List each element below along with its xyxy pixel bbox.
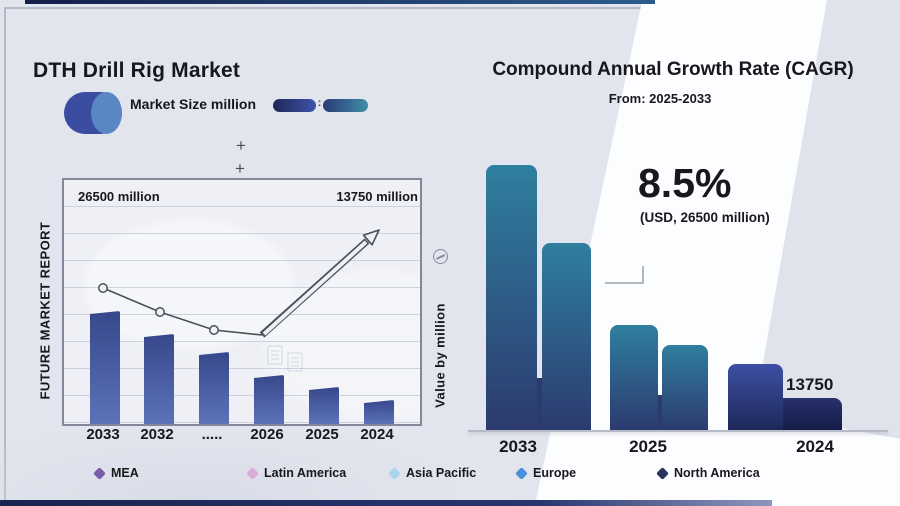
value-2033-label: 26500 million [78, 189, 160, 204]
market-size-chart: 26500 million 13750 million [62, 178, 422, 426]
cagr-bar-2033-primary [486, 165, 537, 431]
diamond-icon [93, 466, 106, 480]
x-label-2026: 2026 [250, 426, 284, 443]
ratio-colon: : [317, 98, 322, 109]
left-bar-2026 [254, 375, 284, 424]
x-label-2033: 2033 [86, 426, 120, 443]
legend-label: Europe [533, 466, 577, 480]
cagr-bar-bridge-2025 [658, 395, 662, 431]
diamond-icon [388, 466, 401, 480]
cagr-title: Compound Annual Growth Rate (CAGR) [492, 59, 854, 80]
cagr-x-label-2033: 2033 [499, 437, 537, 456]
x-label-2032: 2032 [140, 426, 174, 443]
minus-circle-icon [433, 249, 448, 264]
x-label-dots: ..... [201, 426, 223, 443]
legend-item-north-america: North America [656, 466, 760, 480]
ratio-pill-right [323, 99, 368, 112]
bottom-accent-strip [0, 500, 772, 506]
cagr-bar-2025-primary [610, 325, 658, 431]
cagr-bar-2024-primary [728, 364, 783, 431]
cagr-bar-bridge-2033 [537, 378, 542, 431]
cagr-bar-2033-secondary [542, 243, 591, 431]
page-title: DTH Drill Rig Market [33, 59, 241, 82]
cylinder-icon [64, 92, 122, 134]
left-bar-2032 [144, 334, 174, 424]
value-by-million-label: Value by million [432, 303, 448, 408]
left-bar-2025 [309, 387, 339, 424]
market-size-label: Market Size million [130, 96, 257, 112]
future-market-report-label: FUTURE MARKET REPORT [37, 221, 53, 400]
left-bar-..... [199, 352, 229, 424]
legend-item-latin-america: Latin America [246, 466, 347, 480]
cagr-x-label-2025: 2025 [629, 437, 667, 456]
legend-item-europe: Europe [515, 466, 577, 480]
cylinder-cap [91, 92, 122, 134]
legend-label: Latin America [264, 466, 347, 480]
legend-item-asia-pacific: Asia Pacific [388, 466, 477, 480]
left-bar-2033 [90, 311, 120, 424]
plus-glyph-2: + [235, 159, 245, 178]
legend-label: North America [674, 466, 760, 480]
cagr-axis-line [468, 430, 888, 432]
legend-item-mea: MEA [93, 466, 139, 480]
top-accent-strip [25, 0, 655, 4]
cagr-x-label-2024: 2024 [796, 437, 834, 456]
ratio-pill-left [273, 99, 316, 112]
diamond-icon [246, 466, 259, 480]
legend-label: MEA [111, 466, 139, 480]
plus-glyph-1: + [236, 136, 246, 155]
left-bar-2024 [364, 400, 394, 424]
diamond-icon [515, 466, 528, 480]
cagr-value: 8.5% [638, 160, 732, 206]
cagr-detail: (USD, 26500 million) [640, 210, 770, 225]
x-label-2024: 2024 [360, 426, 394, 443]
bar-value-13750: 13750 [786, 375, 834, 394]
value-2024-label: 13750 million [336, 189, 418, 204]
soft-wave-shape [0, 420, 480, 500]
legend-label: Asia Pacific [406, 466, 477, 480]
cagr-bar-2025-secondary [662, 345, 708, 431]
cagr-subtitle: From: 2025-2033 [608, 91, 712, 106]
diamond-icon [656, 466, 669, 480]
x-label-2025: 2025 [305, 426, 339, 443]
cagr-bar-2024-secondary [783, 398, 842, 431]
